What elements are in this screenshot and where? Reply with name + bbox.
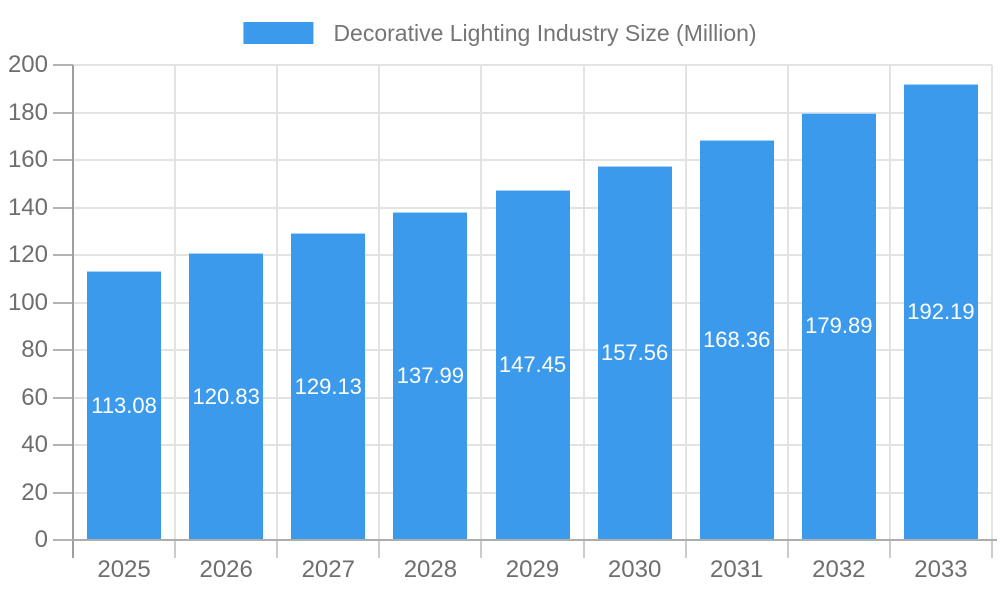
x-axis-line xyxy=(73,539,997,541)
y-axis-tick-label: 100 xyxy=(7,288,48,316)
y-axis-tick xyxy=(53,539,73,541)
x-axis-label: 2030 xyxy=(607,556,662,583)
x-axis-label: 2032 xyxy=(812,556,866,583)
y-axis-tick xyxy=(53,254,73,256)
y-axis-tick-label: 60 xyxy=(21,383,48,411)
gridline-vertical xyxy=(786,65,789,540)
x-axis-tick xyxy=(174,540,177,558)
x-axis-label: 2026 xyxy=(199,556,253,583)
y-axis-tick xyxy=(53,349,73,351)
x-axis-tick xyxy=(888,540,891,558)
gridline-horizontal xyxy=(73,111,992,114)
x-axis-tick xyxy=(991,540,993,558)
x-axis-tick xyxy=(684,540,687,558)
x-axis-label: 2027 xyxy=(301,556,355,583)
legend-swatch-icon xyxy=(243,22,314,44)
bar-2025[interactable] xyxy=(87,271,162,540)
y-axis-tick-label: 80 xyxy=(21,336,48,363)
gridline-vertical xyxy=(378,65,381,540)
bar-value-label: 147.45 xyxy=(498,351,567,377)
x-axis-tick xyxy=(582,540,585,558)
bar-value-label: 157.56 xyxy=(600,339,669,365)
y-axis-tick-label: 200 xyxy=(7,51,48,78)
bar-2029[interactable] xyxy=(495,189,570,540)
bar-value-label: 179.89 xyxy=(805,313,873,339)
legend[interactable]: Decorative Lighting Industry Size (Milli… xyxy=(243,20,757,46)
y-axis-tick xyxy=(53,491,73,494)
y-axis-tick xyxy=(53,444,73,446)
bar-value-label: 168.36 xyxy=(703,327,771,353)
y-axis-tick xyxy=(53,159,73,161)
y-axis-tick-label: 40 xyxy=(21,431,48,458)
bar-value-label: 192.19 xyxy=(907,298,975,324)
bar-2033[interactable] xyxy=(903,83,978,540)
y-axis-tick-label: 160 xyxy=(7,146,48,173)
x-axis-tick xyxy=(378,540,381,558)
gridline-vertical xyxy=(684,65,687,540)
gridline-vertical xyxy=(480,65,483,540)
bar-value-label: 113.08 xyxy=(91,392,157,418)
y-axis-tick-label: 120 xyxy=(7,241,48,268)
legend-label: Decorative Lighting Industry Size (Milli… xyxy=(333,20,757,46)
bar-2027[interactable] xyxy=(291,233,366,540)
gridline-vertical xyxy=(991,65,993,540)
gridline-vertical xyxy=(276,65,279,540)
x-axis-tick xyxy=(276,540,279,558)
y-axis-tick-label: 0 xyxy=(34,526,48,553)
x-axis-label: 2028 xyxy=(403,556,458,583)
bar-2026[interactable] xyxy=(189,253,264,540)
y-axis-tick-label: 20 xyxy=(21,478,48,506)
x-axis-label: 2025 xyxy=(97,556,151,583)
y-axis-tick xyxy=(53,64,73,66)
y-axis-tick xyxy=(53,111,73,114)
gridline-vertical xyxy=(888,65,891,540)
bar-value-label: 120.83 xyxy=(192,383,260,409)
x-axis-label: 2031 xyxy=(710,556,764,583)
bar-value-label: 137.99 xyxy=(396,363,465,389)
bar-2030[interactable] xyxy=(597,165,672,540)
gridline-vertical xyxy=(174,65,177,540)
bar-2031[interactable] xyxy=(699,140,774,540)
y-axis-tick-label: 140 xyxy=(7,193,48,221)
x-axis-label: 2033 xyxy=(914,556,968,583)
x-axis-label: 2029 xyxy=(505,556,560,583)
y-axis-tick xyxy=(53,301,73,304)
gridline-horizontal xyxy=(73,64,992,66)
x-axis-tick xyxy=(480,540,483,558)
y-axis-line xyxy=(72,65,74,558)
y-axis-tick xyxy=(53,396,73,399)
bar-value-label: 129.13 xyxy=(294,373,362,399)
bar-2032[interactable] xyxy=(801,112,876,540)
gridline-vertical xyxy=(582,65,585,540)
y-axis-tick xyxy=(53,206,73,209)
y-axis-tick-label: 180 xyxy=(7,98,48,126)
x-axis-tick xyxy=(786,540,789,558)
gridline-horizontal xyxy=(73,159,992,161)
bar-2028[interactable] xyxy=(393,212,468,540)
